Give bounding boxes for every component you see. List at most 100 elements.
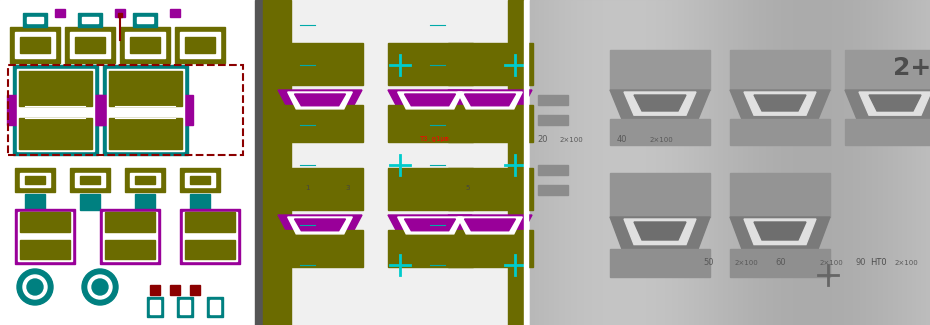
Bar — [622, 0, 623, 325]
Bar — [645, 0, 646, 325]
Bar — [508, 0, 526, 325]
Bar — [27, 17, 43, 23]
Bar — [774, 0, 775, 325]
Bar — [589, 0, 590, 325]
Bar — [903, 0, 904, 325]
Bar — [543, 0, 544, 325]
Bar — [685, 0, 686, 325]
Bar — [646, 0, 647, 325]
Bar — [858, 0, 859, 325]
Bar — [714, 0, 715, 325]
Bar — [707, 0, 708, 325]
Bar — [190, 176, 210, 184]
Bar — [716, 0, 717, 325]
Bar — [864, 0, 865, 325]
Bar — [20, 240, 70, 259]
Bar — [7, 95, 17, 125]
Bar — [778, 0, 779, 325]
Bar — [109, 71, 182, 106]
Bar — [20, 212, 70, 231]
Bar — [889, 0, 890, 325]
Polygon shape — [869, 95, 921, 111]
Bar — [766, 0, 767, 325]
Bar — [526, 0, 528, 325]
Bar — [147, 297, 163, 317]
Bar — [906, 0, 907, 325]
Bar — [548, 0, 549, 325]
Bar — [600, 0, 601, 325]
Bar — [561, 0, 562, 325]
Bar — [568, 0, 569, 325]
Bar — [635, 0, 636, 325]
Bar — [769, 0, 770, 325]
Bar — [833, 0, 834, 325]
Bar — [806, 0, 807, 325]
Bar — [614, 0, 615, 325]
Bar — [795, 0, 796, 325]
Bar — [709, 0, 710, 325]
Bar — [689, 0, 690, 325]
Bar — [802, 0, 803, 325]
Bar — [781, 0, 782, 325]
Bar — [861, 0, 862, 325]
Bar — [844, 0, 845, 325]
Bar — [570, 0, 571, 325]
Polygon shape — [754, 222, 806, 240]
Bar — [133, 13, 157, 27]
Bar — [914, 0, 915, 325]
Bar — [580, 0, 581, 325]
Bar — [883, 0, 884, 325]
Bar — [70, 168, 110, 192]
Bar — [704, 0, 705, 325]
Bar — [533, 0, 534, 325]
Bar — [901, 0, 902, 325]
Bar — [842, 0, 843, 325]
Bar — [75, 37, 105, 53]
Bar — [729, 0, 730, 325]
Bar — [751, 0, 752, 325]
Bar — [613, 0, 614, 325]
Bar — [558, 0, 559, 325]
Bar — [610, 50, 710, 90]
Bar — [610, 173, 710, 217]
Polygon shape — [845, 90, 930, 119]
Bar — [588, 0, 589, 325]
Bar — [641, 0, 642, 325]
Bar — [905, 0, 906, 325]
Bar — [574, 0, 575, 325]
Bar — [804, 0, 805, 325]
Bar — [640, 0, 641, 325]
Bar — [745, 0, 746, 325]
Bar — [756, 0, 757, 325]
Bar — [677, 0, 678, 325]
Bar — [752, 0, 753, 325]
Bar — [710, 0, 711, 325]
Bar — [921, 0, 922, 325]
Bar — [621, 0, 622, 325]
Bar — [628, 0, 629, 325]
Bar — [878, 0, 879, 325]
Bar — [80, 194, 100, 210]
Bar — [120, 27, 170, 63]
Bar — [675, 0, 676, 325]
Bar — [650, 0, 651, 325]
Bar — [18, 212, 72, 261]
Polygon shape — [295, 94, 346, 106]
Bar — [185, 173, 215, 187]
Bar — [625, 0, 626, 325]
Bar — [824, 0, 825, 325]
Bar — [871, 0, 872, 325]
Bar — [744, 0, 745, 325]
Bar — [604, 0, 605, 325]
Bar — [926, 0, 927, 325]
Bar — [841, 0, 842, 325]
Bar — [764, 0, 765, 325]
Bar — [658, 0, 659, 325]
Text: 2×100: 2×100 — [650, 137, 673, 143]
Bar — [779, 0, 780, 325]
Bar — [820, 0, 821, 325]
Bar — [19, 71, 92, 106]
Bar — [556, 0, 557, 325]
Bar — [738, 0, 739, 325]
Bar — [673, 0, 674, 325]
